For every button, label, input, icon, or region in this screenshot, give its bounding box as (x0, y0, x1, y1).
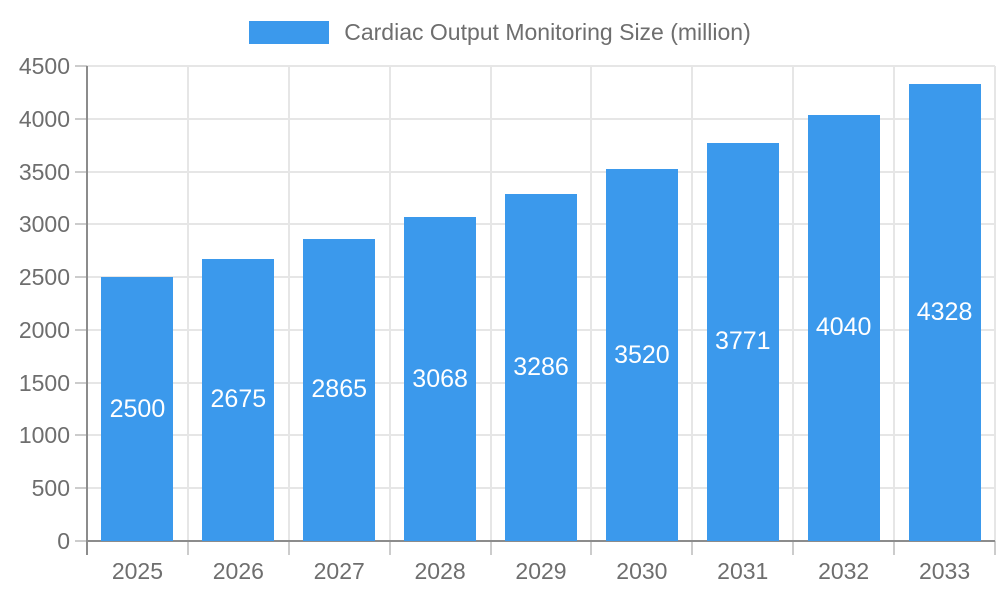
bar-value-label: 3068 (412, 364, 468, 393)
gridline-vertical (489, 66, 492, 541)
gridline-vertical (691, 66, 694, 541)
y-tick-label: 2000 (18, 316, 70, 343)
x-tick-label: 2033 (918, 558, 971, 584)
y-tick-label: 3500 (18, 158, 70, 185)
x-axis-tick (691, 541, 694, 555)
y-tick-label: 1000 (18, 422, 70, 449)
plot-area: 0 500 1000 1500 2000 2500 3000 3500 4000 4500 2500… (19, 53, 996, 584)
y-axis-tick (75, 540, 87, 542)
x-tick-label: 2030 (616, 558, 668, 584)
y-tick-label: 4500 (18, 53, 70, 79)
bar[interactable]: 3068 (404, 217, 477, 541)
gridline-vertical (893, 66, 896, 541)
y-axis-tick (75, 276, 87, 279)
gridline-vertical (994, 66, 996, 541)
gridline-vertical (590, 66, 593, 541)
x-axis-tick (792, 541, 795, 555)
legend-swatch-icon (249, 21, 330, 44)
bar[interactable]: 4040 (807, 114, 880, 541)
y-axis-tick (75, 328, 87, 331)
x-axis-tick (489, 541, 492, 555)
x-axis-tick (994, 541, 996, 555)
gridline-horizontal (87, 170, 995, 173)
y-axis-tick (75, 170, 87, 173)
bar[interactable]: 3520 (605, 169, 678, 541)
x-axis-tick (590, 541, 593, 555)
y-axis-tick (75, 487, 87, 490)
bar-value-label: 3520 (614, 340, 670, 369)
x-tick-label: 2029 (515, 558, 567, 584)
bar-value-label: 3286 (513, 353, 569, 382)
y-tick-label: 0 (57, 528, 70, 554)
x-axis-tick (388, 541, 391, 555)
x-tick-label: 2031 (717, 558, 769, 584)
gridline-horizontal (87, 65, 995, 67)
y-tick-label: 500 (31, 475, 70, 502)
y-axis-tick (75, 381, 87, 384)
x-tick-label: 2026 (212, 558, 264, 584)
gridline-vertical (388, 66, 391, 541)
x-tick-label: 2027 (313, 558, 365, 584)
bar-value-label: 2675 (210, 385, 267, 414)
x-axis-tick (287, 541, 290, 555)
y-axis-line (86, 66, 88, 555)
bar[interactable]: 2500 (101, 277, 174, 541)
y-tick-label: 4000 (18, 105, 70, 132)
x-axis-line (87, 540, 995, 542)
bar[interactable]: 3286 (505, 194, 577, 541)
x-axis-tick (893, 541, 896, 555)
y-tick-label: 2500 (18, 264, 70, 291)
bar-value-label: 3771 (714, 327, 771, 356)
y-tick-label: 1500 (18, 369, 70, 396)
y-tick-label: 3000 (18, 211, 70, 238)
x-tick-label: 2025 (111, 558, 164, 584)
bar[interactable]: 4328 (908, 84, 981, 541)
gridline-vertical (186, 66, 189, 541)
bar-value-label: 4040 (815, 313, 872, 342)
bar[interactable]: 3771 (706, 142, 779, 541)
y-axis-tick (75, 223, 87, 226)
gridline-horizontal (87, 117, 995, 120)
y-axis-tick (75, 65, 87, 67)
bar[interactable]: 2675 (202, 258, 275, 541)
gridline-vertical (792, 66, 795, 541)
legend-label: Cardiac Output Monitoring Size (million) (344, 19, 751, 45)
bar-value-label: 4328 (916, 298, 973, 327)
x-axis-tick (186, 541, 189, 555)
y-axis-tick (75, 434, 87, 437)
bar-value-label: 2865 (311, 375, 368, 404)
legend[interactable]: Cardiac Output Monitoring Size (million) (0, 19, 1000, 46)
x-tick-label: 2028 (414, 558, 466, 584)
x-tick-label: 2032 (818, 558, 870, 584)
bar[interactable]: 2865 (303, 238, 376, 541)
bar-value-label: 2500 (109, 394, 166, 423)
y-axis-tick (75, 117, 87, 120)
gridline-vertical (287, 66, 290, 541)
